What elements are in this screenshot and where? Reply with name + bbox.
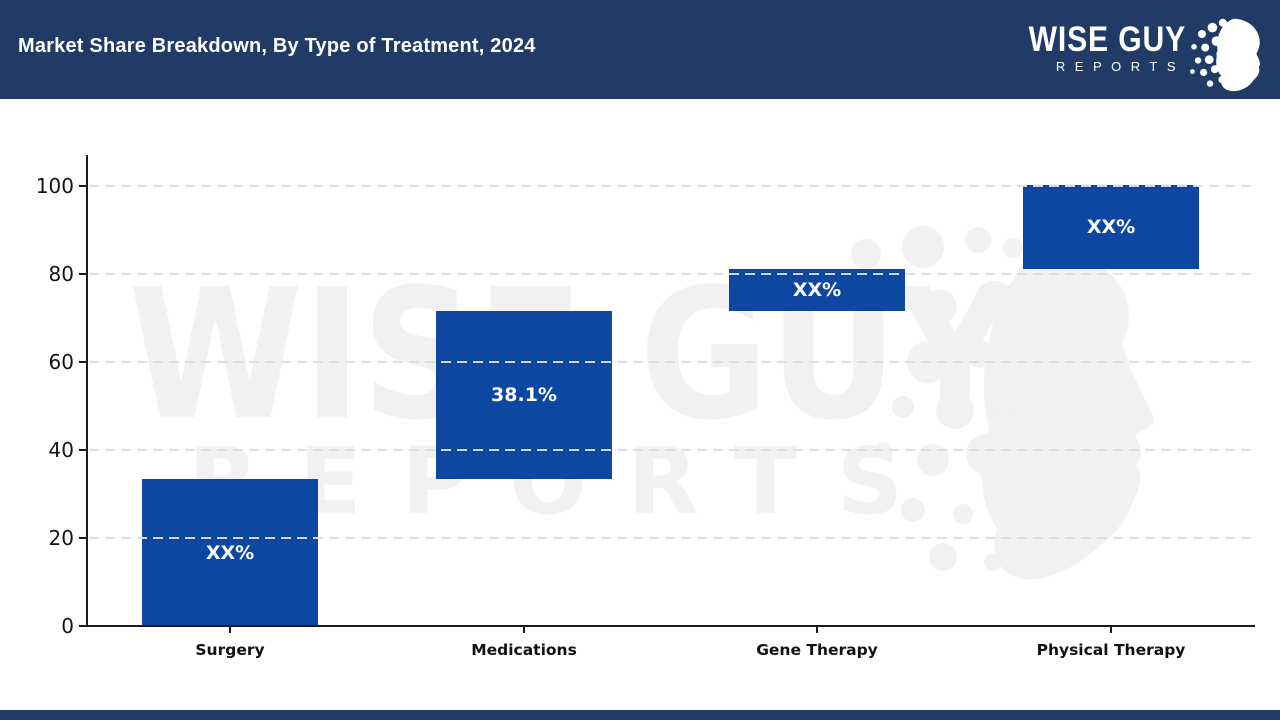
x-category-label-gene-therapy: Gene Therapy	[756, 641, 878, 659]
x-category-label-surgery: Surgery	[195, 641, 265, 659]
bar-medications	[436, 311, 612, 480]
footer-band	[0, 710, 1280, 720]
page-title: Market Share Breakdown, By Type of Treat…	[18, 35, 536, 57]
x-tick-surgery	[229, 627, 231, 633]
wise-guy-reports-logo: WISE GUY REPORTS	[1000, 4, 1270, 96]
logo-wiseguy-label: WISE GUY	[1028, 20, 1186, 59]
logo-reports-label: REPORTS	[1055, 59, 1185, 74]
bar-value-label-medications: 38.1%	[491, 384, 557, 407]
y-tick-100	[79, 185, 86, 187]
y-tick-40	[79, 449, 86, 451]
y-tick-label-40: 40	[48, 438, 74, 462]
logo-face-icon	[1190, 18, 1260, 92]
x-tick-medications	[523, 627, 525, 633]
y-tick-20	[79, 537, 86, 539]
x-category-label-physical-therapy: Physical Therapy	[1036, 641, 1186, 659]
y-tick-label-100: 100	[35, 174, 74, 198]
bar-physical-therapy	[1023, 185, 1199, 270]
watermark-face-dots	[851, 226, 1154, 580]
x-category-label-medications: Medications	[471, 641, 577, 659]
gridline-100	[89, 185, 1253, 187]
bar-value-label-gene-therapy: XX%	[792, 279, 842, 302]
x-axis-line	[86, 625, 1255, 627]
bar-value-label-surgery: XX%	[205, 541, 255, 564]
gridline-80	[89, 273, 1253, 275]
x-tick-physical-therapy	[1110, 627, 1112, 633]
y-tick-label-80: 80	[48, 262, 74, 286]
gridline-20	[89, 537, 1253, 539]
y-axis-line	[86, 155, 88, 626]
gridline-40	[89, 449, 1253, 451]
header-band: Market Share Breakdown, By Type of Treat…	[0, 0, 1280, 99]
bar-value-label-physical-therapy: XX%	[1086, 216, 1136, 239]
bar-gene-therapy	[729, 269, 905, 311]
y-tick-0	[79, 625, 86, 627]
y-tick-label-20: 20	[48, 526, 74, 550]
y-tick-60	[79, 361, 86, 363]
x-tick-gene-therapy	[816, 627, 818, 633]
logo-text: WISE GUY REPORTS	[1003, 22, 1186, 73]
y-tick-label-0: 0	[61, 614, 74, 638]
y-tick-label-60: 60	[48, 350, 74, 374]
gridline-60	[89, 361, 1253, 363]
bar-surgery	[142, 479, 318, 626]
y-tick-80	[79, 273, 86, 275]
